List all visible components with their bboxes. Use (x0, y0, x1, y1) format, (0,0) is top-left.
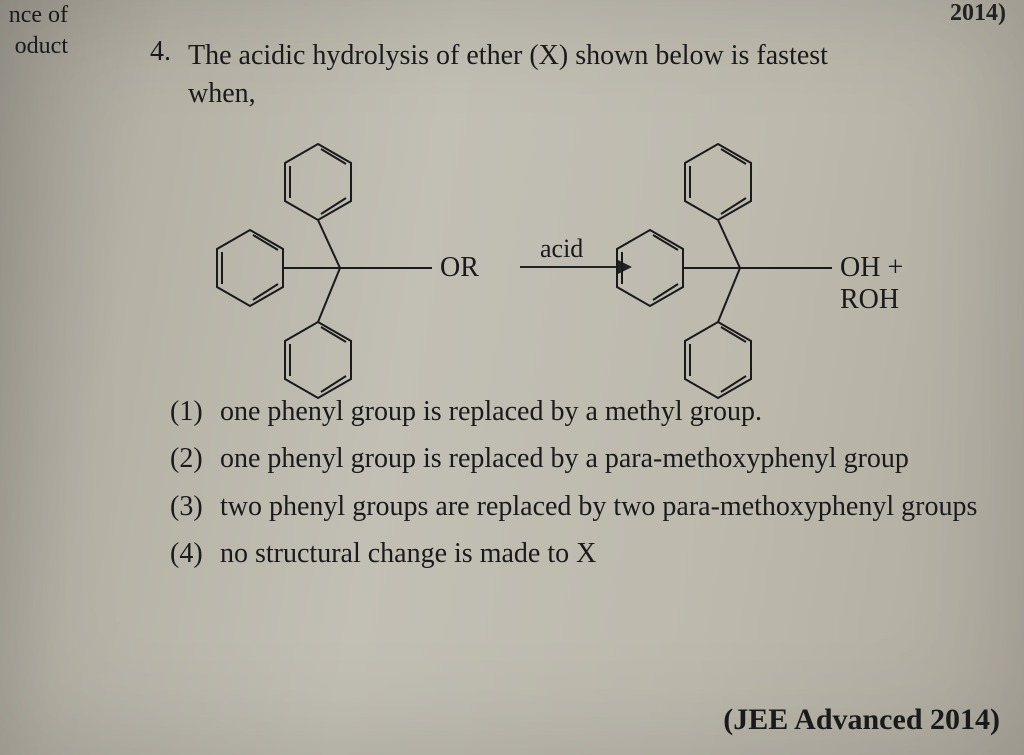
page-scan: nce of oduct 2014) 4. The acidic hydroly… (0, 0, 1024, 755)
structure-left (140, 110, 440, 410)
question-number: 4. (150, 36, 171, 68)
top-right-fragment: 2014) (950, 0, 1006, 27)
option-text: two phenyl groups are replaced by two pa… (220, 485, 1004, 528)
option-text: one phenyl group is replaced by a methyl… (220, 390, 1004, 433)
question-text: The acidic hydrolysis of ether (X) shown… (188, 36, 1004, 75)
option-text: one phenyl group is replaced by a para-m… (220, 437, 1004, 480)
label-oh-roh: OH + ROH (840, 252, 940, 316)
option-3: (3) two phenyl groups are replaced by tw… (170, 485, 1004, 528)
label-or: OR (440, 252, 479, 284)
option-2: (2) one phenyl group is replaced by a pa… (170, 437, 1004, 480)
fragment-text: oduct (0, 31, 68, 62)
source-citation: (JEE Advanced 2014) (723, 703, 1000, 737)
fragment-text: nce of (0, 0, 68, 31)
option-1: (1) one phenyl group is replaced by a me… (170, 390, 1004, 433)
option-number: (1) (170, 390, 220, 433)
option-number: (3) (170, 485, 220, 528)
structure-right (540, 110, 840, 410)
option-number: (2) (170, 437, 220, 480)
options-block: (1) one phenyl group is replaced by a me… (170, 390, 1004, 580)
option-number: (4) (170, 532, 220, 575)
reaction-scheme: OR acid (120, 80, 940, 380)
left-margin-fragment: nce of oduct (0, 0, 68, 62)
option-text: no structural change is made to X (220, 532, 1004, 575)
option-4: (4) no structural change is made to X (170, 532, 1004, 575)
